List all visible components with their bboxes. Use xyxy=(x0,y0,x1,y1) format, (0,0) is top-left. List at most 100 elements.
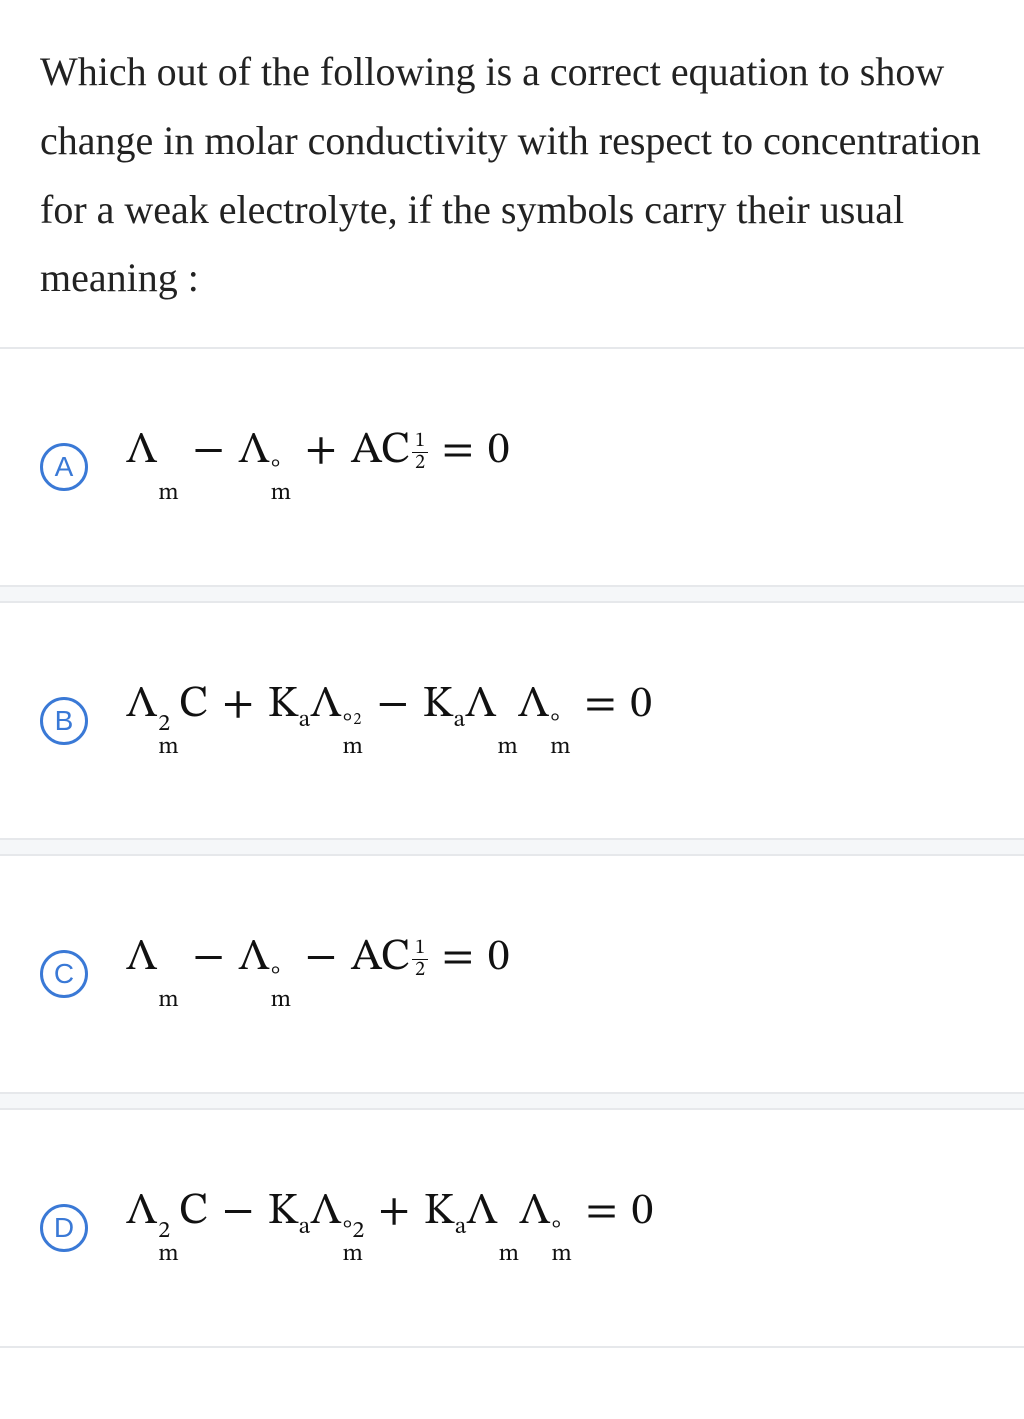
operator: − xyxy=(179,429,239,473)
symbol: A xyxy=(351,429,381,473)
symbol: 0 xyxy=(631,1190,653,1234)
operator: = xyxy=(428,429,488,473)
operator: + xyxy=(208,683,268,727)
lambda-symbol: Λ xyxy=(238,429,269,473)
superscript xyxy=(158,966,178,989)
supsub: m xyxy=(158,966,178,1012)
fraction-den: 2 xyxy=(412,453,428,474)
supsub: 2m xyxy=(158,1220,178,1266)
question-text: Which out of the following is a correct … xyxy=(40,38,984,313)
lambda-term: Λ2m xyxy=(126,1190,179,1266)
superscript: ° xyxy=(271,966,291,989)
option-letter[interactable]: A xyxy=(40,443,88,491)
symbol: C xyxy=(179,1190,208,1234)
lambda-term: Λ°2m xyxy=(310,683,363,759)
page: Which out of the following is a correct … xyxy=(0,0,1024,1419)
lambda-symbol: Λ xyxy=(465,683,496,727)
operator: − xyxy=(208,1190,268,1234)
superscript xyxy=(158,459,178,482)
subscript: m xyxy=(271,989,291,1012)
symbol: K xyxy=(268,683,299,727)
options-list: AΛ m−Λ°m+AC12=0BΛ2mC+KaΛ°2m−KaΛ mΛ°m=0CΛ… xyxy=(0,347,1024,1347)
superscript: 2 xyxy=(158,713,178,736)
subscript: a xyxy=(299,1215,311,1239)
symbol: 0 xyxy=(488,429,510,473)
fraction-den: 2 xyxy=(412,960,428,981)
symbol: K xyxy=(268,1190,299,1234)
lambda-term: Λ°m xyxy=(519,1190,572,1266)
lambda-symbol: Λ xyxy=(126,1190,157,1234)
option-letter[interactable]: D xyxy=(40,1204,88,1252)
option-gap xyxy=(0,587,1024,601)
lambda-symbol: Λ xyxy=(126,429,157,473)
symbol: K xyxy=(423,683,454,727)
symbol: 0 xyxy=(630,683,652,727)
subscript: m xyxy=(158,1243,178,1266)
lambda-symbol: Λ xyxy=(518,683,549,727)
superscript: ° xyxy=(551,1220,571,1243)
symbol: C xyxy=(179,683,208,727)
lambda-term: Λ°m xyxy=(518,683,571,759)
subscript: m xyxy=(158,482,178,505)
lambda-term: Λ m xyxy=(466,1190,519,1266)
operator: − xyxy=(179,936,239,980)
operator: = xyxy=(571,683,631,727)
option-equation: Λ2mC−KaΛ°2m+KaΛ mΛ°m=0 xyxy=(126,1190,653,1266)
supsub: °m xyxy=(551,1220,571,1266)
subscript: m xyxy=(550,736,570,759)
fraction-num: 1 xyxy=(412,938,428,960)
subscript: m xyxy=(158,989,178,1012)
symbol: C xyxy=(381,936,410,980)
lambda-symbol: Λ xyxy=(126,936,157,980)
lambda-term: Λ°2m xyxy=(310,1190,364,1266)
symbol: A xyxy=(351,936,381,980)
supsub: °2m xyxy=(343,1220,365,1266)
subscript: m xyxy=(343,736,363,759)
operator: − xyxy=(291,936,351,980)
subscript: m xyxy=(499,1243,519,1266)
supsub: °m xyxy=(550,713,570,759)
lambda-symbol: Λ xyxy=(310,683,341,727)
lambda-symbol: Λ xyxy=(238,936,269,980)
option-row[interactable]: AΛ m−Λ°m+AC12=0 xyxy=(0,347,1024,587)
superscript: °2 xyxy=(343,1220,365,1243)
supsub: °m xyxy=(271,966,291,1012)
subscript: m xyxy=(271,482,291,505)
option-equation: Λ m−Λ°m−AC12=0 xyxy=(126,936,509,1012)
superscript xyxy=(499,1220,519,1243)
lambda-term: Λ°m xyxy=(238,936,291,1012)
lambda-symbol: Λ xyxy=(310,1190,341,1234)
lambda-term: Λ°m xyxy=(238,429,291,505)
option-equation: Λ m−Λ°m+AC12=0 xyxy=(126,429,509,505)
lambda-symbol: Λ xyxy=(466,1190,497,1234)
superscript: ° xyxy=(550,713,570,736)
subscript: m xyxy=(551,1243,571,1266)
option-row[interactable]: DΛ2mC−KaΛ°2m+KaΛ mΛ°m=0 xyxy=(0,1108,1024,1348)
supsub: °2m xyxy=(343,713,363,759)
fraction-num: 1 xyxy=(412,431,428,453)
operator: − xyxy=(363,683,423,727)
option-row[interactable]: BΛ2mC+KaΛ°2m−KaΛ mΛ°m=0 xyxy=(0,601,1024,841)
operator: + xyxy=(291,429,351,473)
superscript xyxy=(497,713,517,736)
superscript: °2 xyxy=(343,713,363,736)
fraction-sup: 12 xyxy=(412,938,428,981)
option-letter[interactable]: B xyxy=(40,697,88,745)
supsub: m xyxy=(158,459,178,505)
fraction-sup: 12 xyxy=(412,431,428,474)
option-equation: Λ2mC+KaΛ°2m−KaΛ mΛ°m=0 xyxy=(126,683,652,759)
subscript: a xyxy=(299,708,311,732)
option-row[interactable]: CΛ m−Λ°m−AC12=0 xyxy=(0,854,1024,1094)
subscript: m xyxy=(497,736,517,759)
supsub: °m xyxy=(271,459,291,505)
option-letter[interactable]: C xyxy=(40,950,88,998)
option-gap xyxy=(0,840,1024,854)
subscript: a xyxy=(455,1215,467,1239)
symbol: C xyxy=(381,429,410,473)
lambda-symbol: Λ xyxy=(126,683,157,727)
lambda-term: Λ m xyxy=(126,429,179,505)
superscript: ° xyxy=(271,459,291,482)
supsub: m xyxy=(497,713,517,759)
lambda-term: Λ m xyxy=(126,936,179,1012)
symbol: K xyxy=(424,1190,455,1234)
